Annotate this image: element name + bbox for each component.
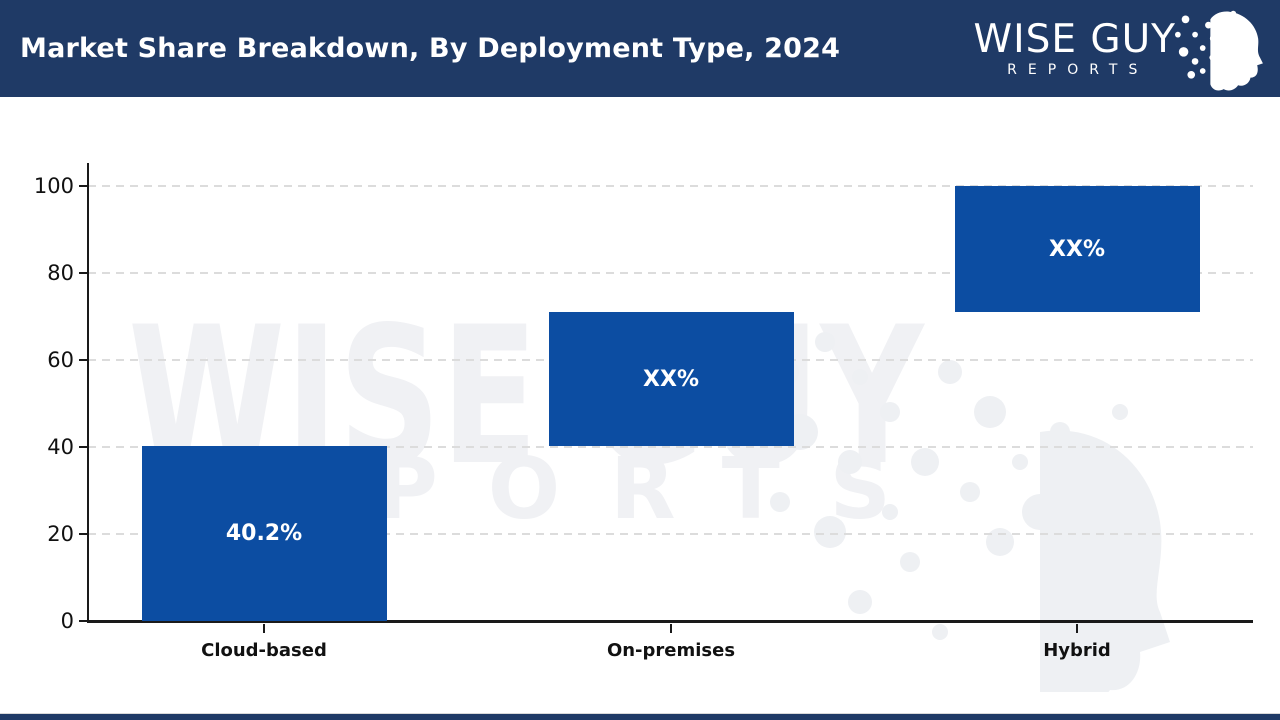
bar-value-label: 40.2% — [225, 521, 303, 547]
wiseguy-logo: WISE GUY REPORTS — [974, 6, 1280, 92]
wiseguy-logo-line1: WISE GUY — [973, 16, 1176, 62]
y-tick-label-100: 100 — [33, 174, 74, 198]
y-tick-label-0: 0 — [60, 609, 74, 633]
y-axis-line — [87, 163, 89, 623]
bar-cloud-based: 40.2% — [141, 446, 387, 621]
y-tick-label-80: 80 — [47, 261, 74, 285]
x-tick-mark-2 — [670, 624, 672, 633]
gridline-20 — [88, 533, 1253, 535]
x-tick-label-2: On-premises — [606, 640, 736, 661]
x-tick-label-3: Hybrid — [1043, 640, 1111, 661]
x-axis-line — [87, 620, 1253, 623]
y-tick-mark-20 — [79, 533, 88, 535]
gridline-40 — [88, 446, 1253, 448]
footer-divider — [0, 713, 1280, 714]
y-tick-mark-80 — [79, 272, 88, 274]
footer-bar — [0, 714, 1280, 720]
y-tick-mark-100 — [79, 185, 88, 187]
bar-hybrid: XX% — [954, 186, 1200, 313]
bar-on-premises: XX% — [548, 312, 794, 447]
y-tick-label-60: 60 — [47, 348, 74, 372]
y-tick-mark-40 — [79, 446, 88, 448]
wiseguy-logo-line2: REPORTS — [1007, 61, 1149, 78]
bar-value-label: XX% — [643, 366, 699, 392]
x-tick-mark-3 — [1076, 624, 1078, 633]
y-tick-mark-60 — [79, 359, 88, 361]
x-tick-label-1: Cloud-based — [201, 640, 327, 661]
wiseguy-face-icon — [1175, 10, 1263, 90]
y-tick-label-20: 20 — [47, 522, 74, 546]
y-tick-label-40: 40 — [47, 435, 74, 459]
gridline-80 — [88, 272, 1253, 274]
y-tick-mark-0 — [79, 620, 88, 622]
wiseguy-logo-text: WISE GUY REPORTS — [973, 16, 1176, 78]
gridline-100 — [88, 185, 1253, 187]
bar-value-label: XX% — [1049, 236, 1105, 262]
header-bar: Market Share Breakdown, By Deployment Ty… — [0, 0, 1280, 97]
chart-title: Market Share Breakdown, By Deployment Ty… — [20, 33, 841, 64]
x-tick-mark-1 — [263, 624, 265, 633]
